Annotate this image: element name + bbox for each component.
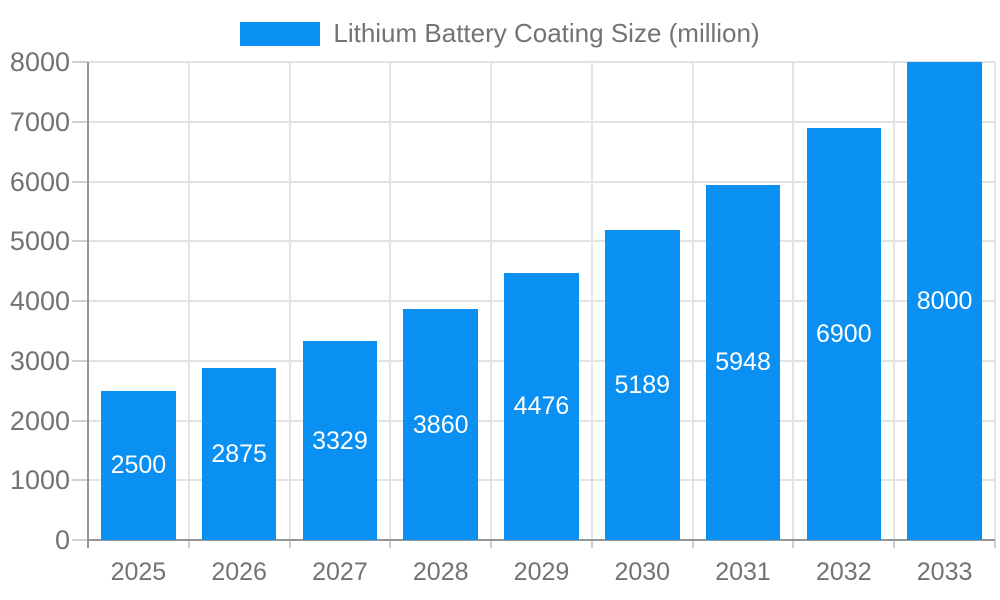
bar-value-label: 3860 (412, 410, 469, 439)
y-axis-tick (72, 120, 88, 123)
gridline-horizontal (88, 120, 995, 123)
y-tick-label: 1000 (9, 465, 70, 496)
y-axis-tick (72, 359, 88, 362)
bar-value-label: 8000 (916, 287, 973, 315)
bar[interactable] (101, 390, 176, 540)
bar-value-label: 2500 (110, 451, 167, 480)
gridline-vertical (187, 62, 190, 540)
bar[interactable] (302, 341, 378, 540)
gridline-vertical (691, 62, 694, 540)
x-axis-tick (792, 540, 795, 548)
x-axis-tick (893, 540, 896, 548)
gridline-vertical (288, 62, 291, 540)
x-tick-label: 2029 (513, 558, 570, 586)
y-axis-tick (72, 240, 88, 243)
y-tick-label: 4000 (9, 286, 70, 316)
bar[interactable] (806, 127, 882, 540)
gridline-vertical (590, 62, 593, 540)
gridline-vertical (792, 62, 795, 540)
x-axis-tick (994, 540, 996, 548)
bar-value-label: 5948 (715, 348, 771, 377)
gridline-horizontal (88, 61, 995, 63)
y-axis-tick (72, 300, 88, 302)
y-tick-label: 3000 (9, 345, 70, 376)
x-tick-label: 2033 (916, 558, 973, 586)
y-axis-line (87, 62, 89, 548)
bar[interactable] (201, 368, 277, 540)
y-tick-label: 8000 (9, 47, 70, 77)
gridline-horizontal (88, 180, 995, 183)
bar-value-label: 3329 (312, 426, 368, 455)
gridline-vertical (490, 62, 493, 540)
gridline-horizontal (88, 240, 995, 243)
y-tick-label: 0 (54, 525, 70, 555)
x-axis-tick (288, 540, 291, 548)
x-tick-label: 2028 (412, 558, 469, 586)
y-axis-tick (72, 539, 88, 541)
y-axis-tick (72, 479, 88, 482)
x-axis-tick (490, 540, 493, 548)
bar[interactable] (907, 62, 982, 540)
bar-value-label: 2875 (211, 440, 267, 469)
x-axis-tick (590, 540, 593, 548)
legend[interactable]: Lithium Battery Coating Size (million) (0, 18, 1000, 49)
y-tick-label: 7000 (9, 106, 70, 137)
x-tick-label: 2030 (614, 558, 671, 586)
x-tick-label: 2025 (110, 558, 167, 586)
x-tick-label: 2032 (816, 558, 872, 586)
legend-swatch (240, 21, 321, 46)
bar-value-label: 4476 (513, 392, 570, 421)
x-axis-tick (187, 540, 190, 548)
x-axis-tick (389, 540, 392, 548)
x-tick-label: 2026 (211, 558, 267, 586)
y-tick-label: 6000 (9, 166, 70, 197)
gridline-vertical (893, 62, 896, 540)
x-tick-label: 2027 (312, 558, 368, 586)
x-axis-line (88, 539, 995, 541)
y-axis-tick (72, 180, 88, 183)
y-tick-label: 5000 (9, 226, 70, 257)
bar[interactable] (504, 272, 579, 540)
x-tick-label: 2031 (715, 558, 771, 586)
y-axis-tick (72, 61, 88, 63)
y-axis-tick (72, 419, 88, 422)
x-axis-tick (691, 540, 694, 548)
bar[interactable] (705, 184, 781, 540)
legend-label: Lithium Battery Coating Size (million) (333, 18, 760, 48)
bar-value-label: 5189 (614, 370, 671, 399)
bar[interactable] (604, 229, 680, 540)
y-tick-label: 2000 (9, 405, 70, 436)
bar[interactable] (403, 309, 478, 540)
gridline-vertical (389, 62, 392, 540)
bar-value-label: 6900 (816, 319, 872, 348)
gridline-vertical (994, 62, 996, 540)
